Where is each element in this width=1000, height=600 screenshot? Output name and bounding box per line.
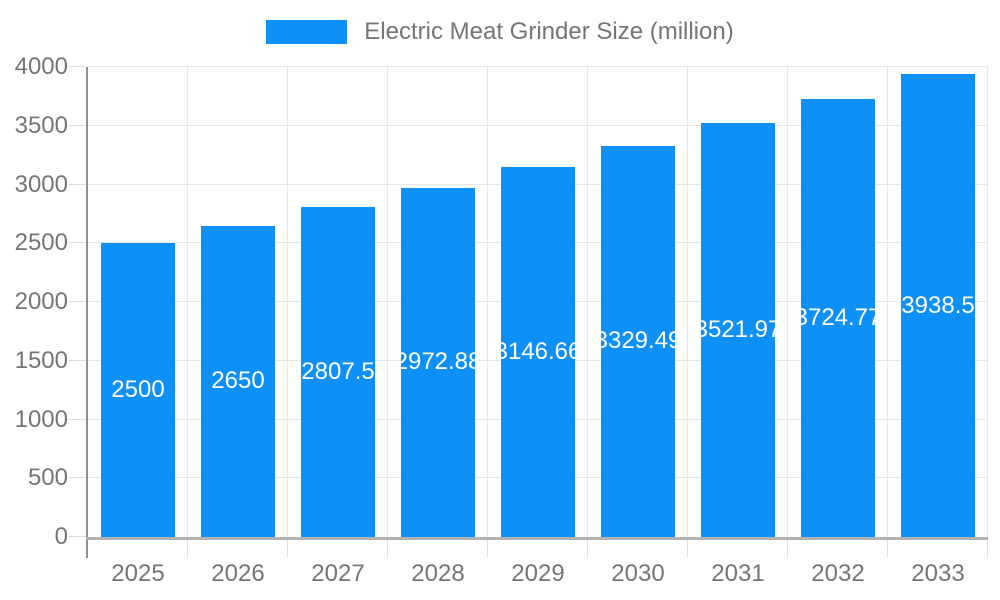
y-axis-label: 500 — [27, 464, 68, 492]
x-tick — [287, 540, 288, 557]
x-axis-label: 2027 — [311, 560, 365, 587]
bar: 2972.88 — [395, 187, 481, 537]
v-gridline — [187, 67, 188, 537]
legend-swatch — [266, 20, 348, 44]
y-axis-label: 3000 — [14, 170, 68, 198]
x-axis-label: 2026 — [211, 560, 265, 587]
y-tick — [68, 418, 86, 420]
x-axis-label: 2029 — [511, 560, 565, 587]
bar-value-label: 3146.66 — [494, 338, 582, 366]
plot-area: 2500 2650 2807.5 2972.88 3146.66 3329.49 3521.… — [68, 66, 988, 558]
y-tick — [68, 242, 86, 244]
x-axis-label: 2025 — [111, 560, 165, 587]
bar: 3329.49 — [595, 145, 681, 537]
x-axis-line — [86, 537, 988, 540]
bar-value-label: 3521.97 — [694, 316, 782, 344]
y-axis-label: 1000 — [14, 405, 68, 433]
v-gridline — [887, 67, 888, 537]
x-axis-label: 2028 — [411, 560, 465, 587]
y-tick — [68, 536, 86, 537]
v-gridline — [687, 67, 688, 537]
bar-value-label: 3938.5 — [901, 291, 975, 319]
v-gridline — [787, 67, 788, 537]
bar-value-label: 2500 — [111, 376, 165, 404]
y-tick — [68, 183, 86, 185]
y-tick — [68, 359, 86, 361]
y-axis-label: 0 — [54, 523, 68, 550]
v-gridline — [487, 67, 488, 537]
x-tick — [887, 540, 888, 557]
legend-label: Electric Meat Grinder Size (million) — [364, 18, 734, 45]
x-axis-label: 2031 — [711, 560, 765, 587]
x-tick — [387, 540, 388, 557]
y-axis-line — [86, 67, 88, 558]
y-tick — [68, 124, 86, 126]
y-axis-label: 1500 — [14, 346, 68, 374]
v-gridline — [987, 67, 988, 537]
y-axis-label: 4000 — [14, 53, 68, 80]
v-gridline — [587, 67, 588, 537]
legend: Electric Meat Grinder Size (million) — [0, 18, 1000, 46]
h-gridline — [88, 66, 988, 67]
x-tick — [487, 540, 488, 557]
x-axis-label: 2033 — [911, 560, 965, 587]
v-gridline — [287, 67, 288, 537]
x-tick — [987, 540, 988, 557]
bar-value-label: 3724.77 — [794, 304, 882, 332]
y-axis-label: 2500 — [14, 229, 68, 257]
x-tick — [187, 540, 188, 557]
y-axis-label: 3500 — [14, 111, 68, 139]
h-gridline — [88, 124, 988, 126]
bar: 3146.66 — [495, 167, 581, 537]
y-tick — [68, 66, 86, 67]
y-tick — [68, 477, 86, 479]
bar: 2807.5 — [301, 207, 375, 537]
x-tick — [687, 540, 688, 557]
bar-value-label: 2972.88 — [394, 348, 482, 376]
x-axis-label: 2032 — [811, 560, 865, 587]
y-axis-label: 2000 — [14, 288, 68, 315]
bar-value-label: 2807.5 — [301, 358, 375, 386]
x-axis-label: 2030 — [611, 560, 665, 587]
bar: 3724.77 — [795, 99, 881, 537]
x-tick — [587, 540, 588, 557]
bar: 2500 — [101, 243, 175, 537]
bar-value-label: 3329.49 — [594, 327, 682, 355]
x-tick — [787, 540, 788, 557]
bar: 3938.5 — [901, 74, 975, 537]
bar: 2650 — [201, 225, 275, 537]
bar-value-label: 2650 — [211, 367, 265, 395]
v-gridline — [387, 67, 388, 537]
y-tick — [68, 301, 86, 302]
bar: 3521.97 — [695, 123, 781, 537]
